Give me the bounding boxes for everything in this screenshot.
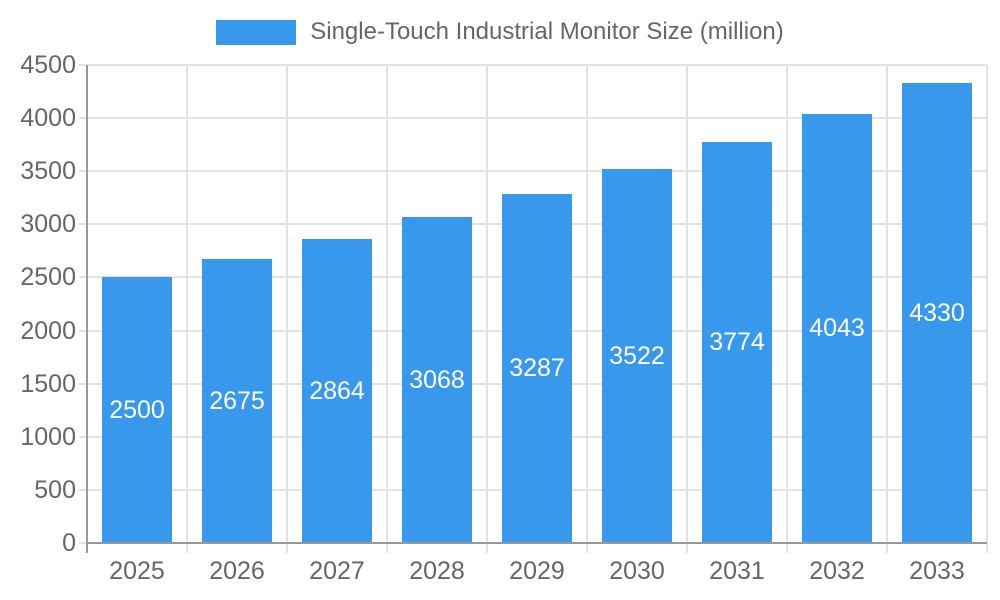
- gridline-vertical: [686, 65, 688, 553]
- bar-value-label: 2500: [109, 395, 165, 424]
- y-tick-mark: [79, 383, 87, 385]
- y-tick-mark: [79, 276, 87, 278]
- y-tick-mark: [79, 64, 87, 66]
- gridline-vertical: [586, 65, 588, 553]
- x-tick-label: 2032: [809, 557, 865, 585]
- bar-value-label: 3287: [509, 354, 565, 382]
- gridline-vertical: [986, 65, 988, 553]
- y-tick-mark: [79, 436, 87, 438]
- y-tick-mark: [79, 330, 87, 332]
- legend-item[interactable]: Single-Touch Industrial Monitor Size (mi…: [216, 18, 784, 46]
- bar[interactable]: 2864: [302, 239, 372, 543]
- gridline-vertical: [186, 65, 188, 553]
- y-tick-label: 1500: [20, 370, 76, 398]
- bar[interactable]: 4330: [902, 83, 972, 543]
- y-tick-label: 0: [62, 529, 76, 557]
- legend: Single-Touch Industrial Monitor Size (mi…: [0, 18, 1000, 46]
- y-tick-mark: [79, 489, 87, 491]
- bar[interactable]: 3068: [402, 217, 472, 543]
- x-tick-label: 2033: [909, 557, 965, 585]
- y-tick-label: 3500: [20, 157, 76, 185]
- x-tick-label: 2029: [509, 557, 565, 585]
- y-tick-mark: [79, 117, 87, 119]
- x-tick-label: 2031: [709, 557, 765, 585]
- x-tick-label: 2025: [109, 557, 165, 585]
- y-tick-label: 4000: [20, 104, 76, 132]
- y-tick-label: 2000: [20, 317, 76, 345]
- y-axis-line: [86, 65, 88, 553]
- gridline-vertical: [486, 65, 488, 553]
- bar-value-label: 2675: [209, 386, 265, 415]
- bar-value-label: 3522: [609, 341, 665, 370]
- bar[interactable]: 2500: [102, 277, 172, 543]
- legend-label: Single-Touch Industrial Monitor Size (mi…: [310, 18, 784, 45]
- bar-value-label: 3774: [709, 328, 765, 356]
- gridline-vertical: [786, 65, 788, 553]
- y-tick-mark: [79, 170, 87, 172]
- x-tick-label: 2028: [409, 557, 465, 585]
- bar[interactable]: 3774: [702, 142, 772, 543]
- gridline-horizontal: [87, 64, 987, 66]
- bar[interactable]: 3522: [602, 169, 672, 543]
- y-tick-label: 500: [34, 476, 76, 504]
- bar-value-label: 2864: [309, 376, 365, 405]
- gridline-vertical: [286, 65, 288, 553]
- y-tick-label: 4500: [20, 51, 76, 79]
- x-axis-line: [87, 542, 987, 544]
- bar[interactable]: 3287: [502, 194, 572, 543]
- y-tick-label: 2500: [20, 263, 76, 291]
- gridline-horizontal: [87, 117, 987, 119]
- gridline-horizontal: [87, 170, 987, 172]
- bar-value-label: 4043: [809, 314, 865, 342]
- x-tick-label: 2026: [209, 557, 265, 585]
- x-tick-label: 2030: [609, 557, 665, 585]
- y-tick-mark: [79, 542, 87, 544]
- y-tick-label: 1000: [20, 423, 76, 451]
- bar[interactable]: 4043: [802, 114, 872, 543]
- bar-value-label: 3068: [409, 365, 465, 394]
- gridline-vertical: [386, 65, 388, 553]
- bar-value-label: 4330: [909, 298, 965, 327]
- y-tick-label: 3000: [20, 210, 76, 238]
- bar[interactable]: 2675: [202, 259, 272, 543]
- legend-swatch-icon: [216, 19, 297, 45]
- gridline-vertical: [886, 65, 888, 553]
- y-tick-mark: [79, 223, 87, 225]
- x-tick-label: 2027: [309, 557, 365, 585]
